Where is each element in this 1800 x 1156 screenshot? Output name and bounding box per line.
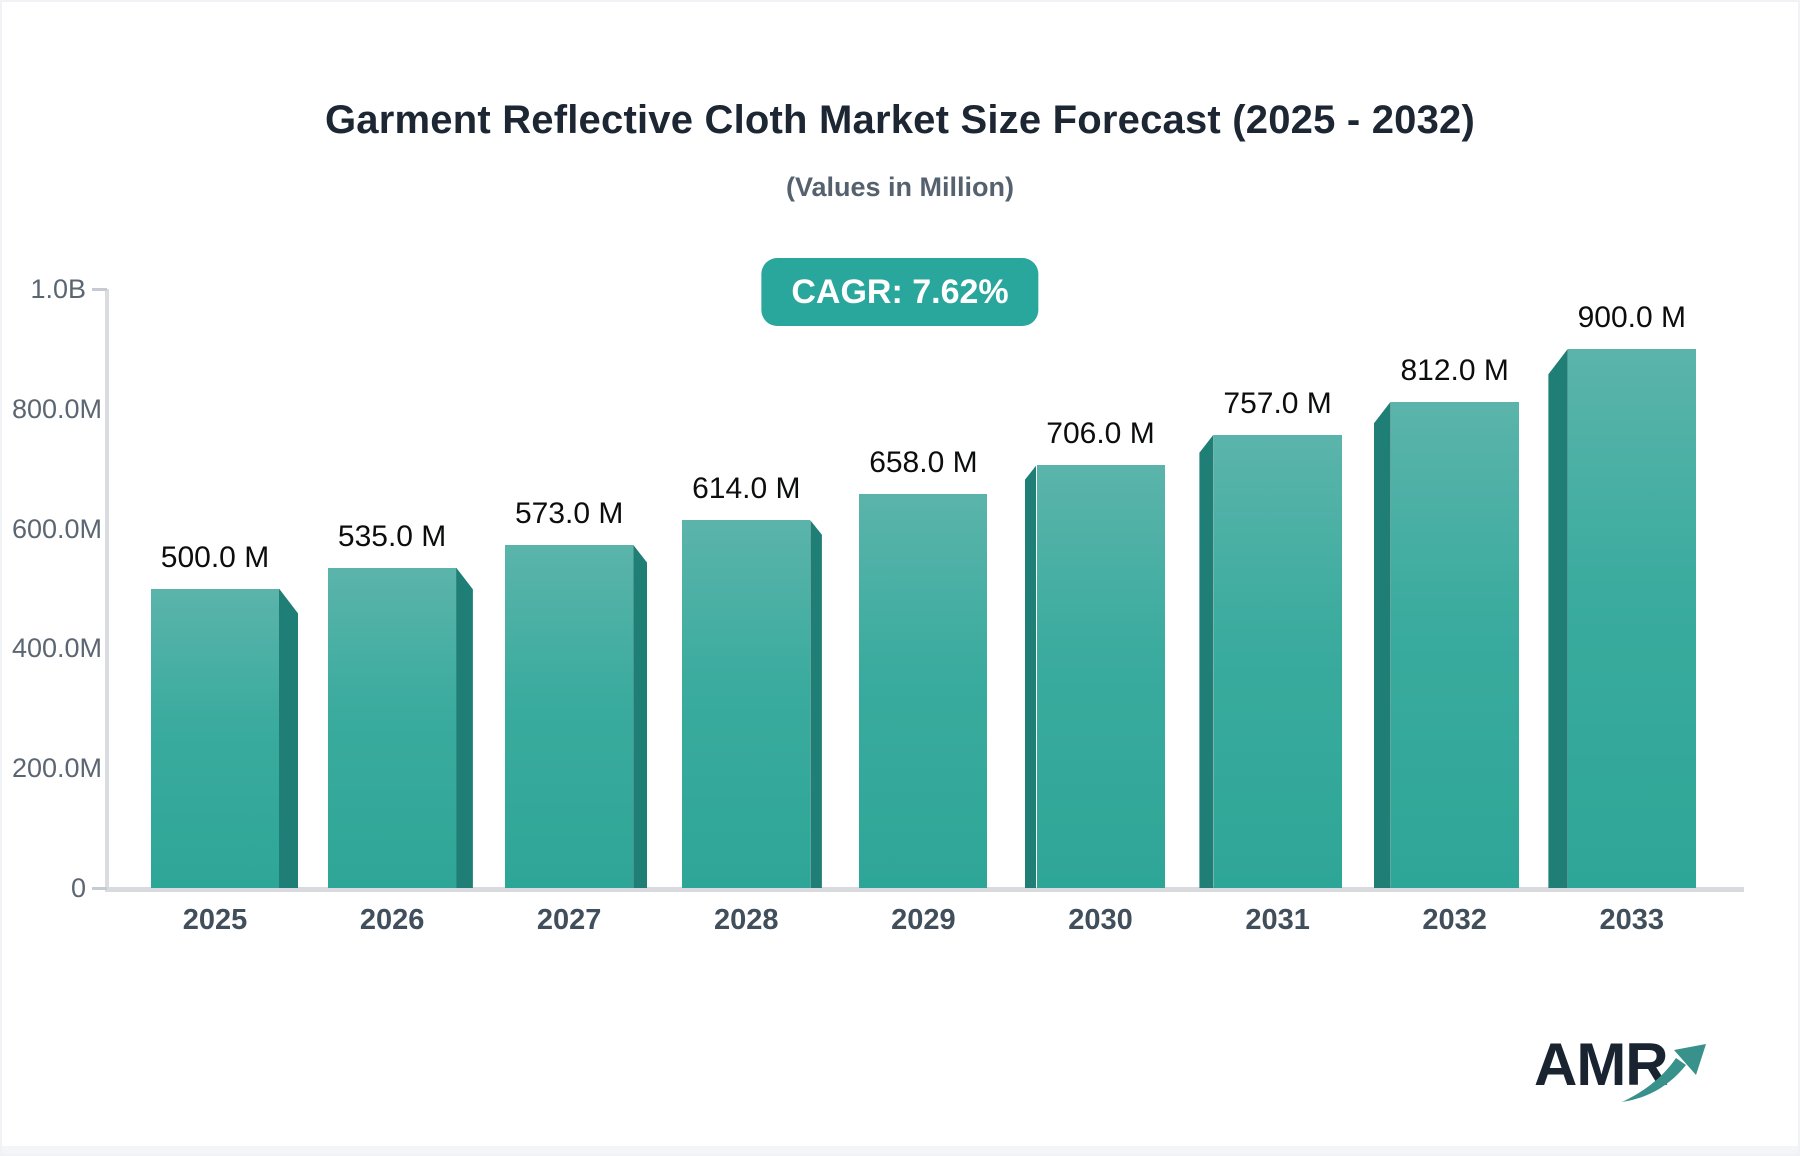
y-axis-tick-label: 600.0M <box>11 513 102 544</box>
y-axis-tick-label: 200.0M <box>11 753 102 784</box>
bar-2025 <box>151 588 279 888</box>
bar-side-2030 <box>1024 465 1037 888</box>
bar-value-label-2026: 535.0 M <box>337 519 447 553</box>
x-axis-label-2031: 2031 <box>1245 904 1310 936</box>
bar-2027 <box>505 544 634 888</box>
bar-value-label-2033: 900.0 M <box>1577 300 1686 334</box>
bar-value-label-2028: 614.0 M <box>692 472 801 506</box>
bar-value-label-2032: 812.0 M <box>1400 353 1509 387</box>
bar-value-label-2029: 658.0 M <box>869 445 978 479</box>
y-axis-tick-label: 1.0B <box>30 274 86 304</box>
bar-side-2033 <box>1548 348 1568 888</box>
bar-2026 <box>328 567 457 888</box>
chart-subtitle: (Values in Million) <box>785 172 1015 202</box>
x-axis-line <box>105 887 1744 892</box>
growth-arrow-icon <box>1622 1044 1706 1102</box>
amr-logo: AMR <box>1534 1032 1724 1118</box>
bar-side-2028 <box>810 520 822 888</box>
y-axis-tick-mark <box>92 887 107 890</box>
y-axis-tick-label: 800.0M <box>11 393 102 424</box>
x-axis-label-2030: 2030 <box>1068 904 1133 936</box>
bar-2029 <box>859 493 988 888</box>
bar-2030 <box>1036 465 1165 888</box>
bar-value-label-2030: 706.0 M <box>1046 417 1155 451</box>
bar-side-2025 <box>279 588 299 888</box>
x-axis-label-2028: 2028 <box>714 904 779 936</box>
y-axis-tick-label: 400.0M <box>11 633 102 664</box>
bottom-edge-strip <box>2 1146 1798 1154</box>
bar-side-2027 <box>633 544 648 888</box>
y-axis-line <box>105 289 109 890</box>
x-axis-label-2025: 2025 <box>182 904 248 936</box>
bar-value-label-2031: 757.0 M <box>1223 386 1332 420</box>
bar-2033 <box>1567 348 1696 888</box>
chart-title: Garment Reflective Cloth Market Size For… <box>324 98 1476 142</box>
x-axis-label-2033: 2033 <box>1599 904 1665 936</box>
x-axis-label-2032: 2032 <box>1422 904 1487 936</box>
bar-side-2031 <box>1199 434 1214 888</box>
amr-logo-text: AMR <box>1534 1031 1669 1098</box>
bar-side-2032 <box>1373 401 1391 888</box>
y-axis-tick-label: 0 <box>70 873 86 903</box>
x-axis-label-2029: 2029 <box>891 904 956 936</box>
bar-value-label-2025: 500.0 M <box>160 540 270 574</box>
bar-2031 <box>1213 434 1342 888</box>
x-axis-label-2026: 2026 <box>359 904 425 936</box>
x-axis-label-2027: 2027 <box>536 904 602 936</box>
bar-2028 <box>682 520 811 888</box>
bar-side-2026 <box>456 567 473 888</box>
y-axis-tick-mark <box>92 288 107 291</box>
cagr-badge: CAGR: 7.62% <box>761 258 1039 326</box>
bar-value-label-2027: 573.0 M <box>514 496 624 530</box>
bar-2032 <box>1390 401 1519 888</box>
